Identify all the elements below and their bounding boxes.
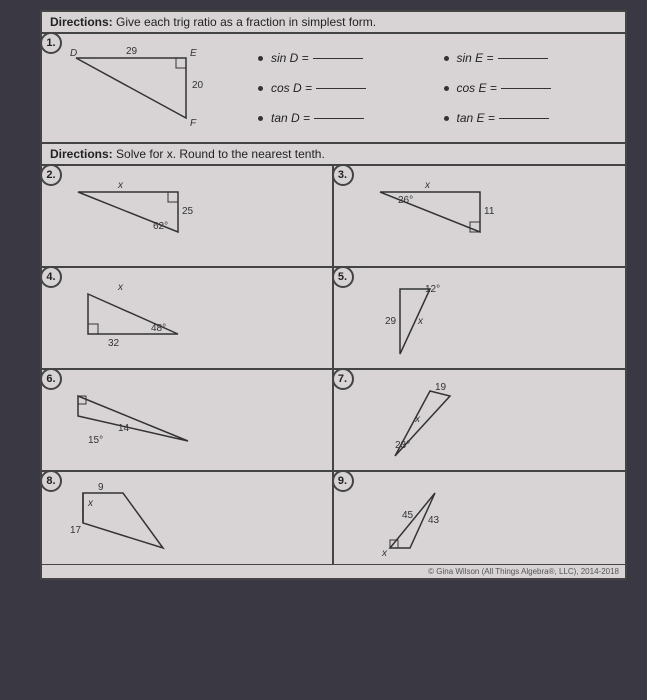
svg-text:15°: 15° xyxy=(88,435,103,446)
svg-text:45: 45 xyxy=(402,510,414,521)
tri-6: 14 15° xyxy=(48,376,208,464)
triangle-1-svg: D E F 29 20 xyxy=(46,38,236,138)
svg-text:11: 11 xyxy=(484,206,495,217)
tri-2: x 62° 25 xyxy=(48,172,208,260)
tri-8: 9 17 x xyxy=(48,478,208,558)
badge-9: 9. xyxy=(332,470,354,492)
svg-text:x: x xyxy=(417,316,424,327)
problem-1: 1. D E F 29 20 sin D = sin E = cos D = c… xyxy=(42,34,625,144)
tri-9: 45 43 x xyxy=(340,478,500,558)
svg-text:17: 17 xyxy=(70,525,82,536)
directions-2-label: Directions: xyxy=(50,147,113,161)
ratio-cos-e: cos E = xyxy=(444,76,610,100)
cell-7: 7. 19 23° x xyxy=(334,370,626,472)
svg-text:25: 25 xyxy=(182,206,194,217)
svg-text:23°: 23° xyxy=(395,440,410,451)
cell-8: 8. 9 17 x xyxy=(42,472,334,564)
tri-5: 12° 29 x xyxy=(340,274,500,362)
svg-text:x: x xyxy=(414,414,421,425)
svg-text:26°: 26° xyxy=(398,195,413,206)
ratio-sin-e: sin E = xyxy=(444,46,610,70)
directions-1-text: Give each trig ratio as a fraction in si… xyxy=(113,15,376,29)
svg-text:43: 43 xyxy=(428,515,440,526)
cell-5: 5. 12° 29 x xyxy=(334,268,626,370)
directions-1-label: Directions: xyxy=(50,15,113,29)
svg-text:48°: 48° xyxy=(151,323,166,334)
cell-4: 4. x 48° 32 xyxy=(42,268,334,370)
svg-text:62°: 62° xyxy=(153,221,168,232)
badge-2: 2. xyxy=(40,164,62,186)
svg-text:20: 20 xyxy=(192,80,204,91)
ratio-sin-d: sin D = xyxy=(258,46,424,70)
directions-2-text: Solve for x. Round to the nearest tenth. xyxy=(113,147,325,161)
worksheet: Directions: Give each trig ratio as a fr… xyxy=(40,10,627,580)
cell-3: 3. x 26° 11 xyxy=(334,166,626,268)
tri-4: x 48° 32 xyxy=(48,274,208,362)
svg-text:x: x xyxy=(381,548,388,558)
svg-text:D: D xyxy=(70,48,77,59)
tri-7: 19 23° x xyxy=(340,376,500,464)
tri-3: x 26° 11 xyxy=(340,172,500,260)
badge-7: 7. xyxy=(332,368,354,390)
svg-text:E: E xyxy=(190,48,197,59)
problem-grid: 2. x 62° 25 3. x 26° 11 4. xyxy=(42,166,625,564)
badge-4: 4. xyxy=(40,266,62,288)
svg-text:29: 29 xyxy=(126,46,138,57)
cell-6: 6. 14 15° xyxy=(42,370,334,472)
svg-text:x: x xyxy=(87,498,94,509)
svg-text:F: F xyxy=(190,118,197,129)
badge-6: 6. xyxy=(40,368,62,390)
ratio-tan-d: tan D = xyxy=(258,106,424,130)
ratio-cos-d: cos D = xyxy=(258,76,424,100)
ratio-grid: sin D = sin E = cos D = cos E = tan D = … xyxy=(246,38,621,138)
svg-text:x: x xyxy=(117,180,124,191)
svg-text:14: 14 xyxy=(118,423,130,434)
directions-2: Directions: Solve for x. Round to the ne… xyxy=(42,144,625,166)
svg-text:32: 32 xyxy=(108,338,120,349)
badge-5: 5. xyxy=(332,266,354,288)
cell-2: 2. x 62° 25 xyxy=(42,166,334,268)
svg-text:x: x xyxy=(424,180,431,191)
badge-8: 8. xyxy=(40,470,62,492)
ratio-tan-e: tan E = xyxy=(444,106,610,130)
footer-copyright: © Gina Wilson (All Things Algebra®, LLC)… xyxy=(42,564,625,578)
svg-text:12°: 12° xyxy=(425,284,440,295)
cell-9: 9. 45 43 x xyxy=(334,472,626,564)
svg-text:29: 29 xyxy=(385,316,397,327)
badge-3: 3. xyxy=(332,164,354,186)
svg-text:19: 19 xyxy=(435,382,447,393)
svg-text:9: 9 xyxy=(98,482,104,493)
svg-text:x: x xyxy=(117,282,124,293)
triangle-1: D E F 29 20 xyxy=(46,38,246,138)
directions-1: Directions: Give each trig ratio as a fr… xyxy=(42,12,625,34)
